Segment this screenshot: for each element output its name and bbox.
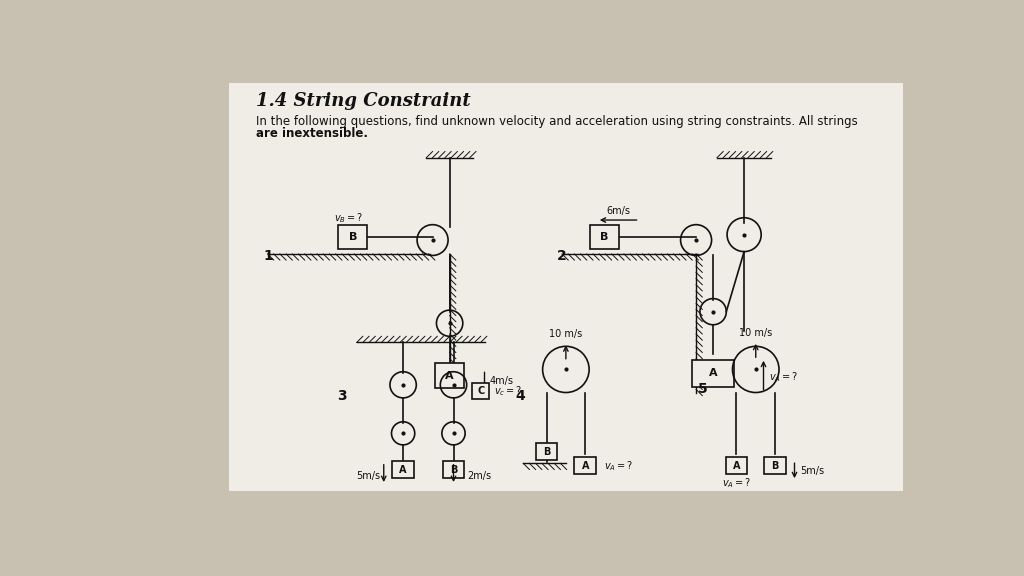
Text: 10 m/s: 10 m/s	[549, 329, 583, 339]
Bar	[692, 360, 734, 386]
Text: 1: 1	[263, 249, 273, 263]
Text: 2: 2	[557, 249, 567, 263]
Bar	[726, 457, 748, 474]
Bar	[442, 461, 464, 478]
Text: C: C	[477, 386, 484, 396]
Text: In the following questions, find unknown velocity and acceleration using string : In the following questions, find unknown…	[256, 115, 858, 127]
Text: $v_A=?$: $v_A=?$	[604, 458, 633, 472]
Text: $v_B=?$: $v_B=?$	[334, 211, 364, 225]
Text: $v_c=?$: $v_c=?$	[494, 384, 522, 398]
Bar	[338, 225, 368, 249]
Text: 6m/s: 6m/s	[606, 206, 631, 216]
Text: A: A	[445, 370, 454, 381]
Bar	[764, 457, 786, 474]
Text: A: A	[732, 461, 740, 471]
Text: are inextensible.: are inextensible.	[256, 127, 368, 140]
Text: 3: 3	[337, 389, 347, 403]
Bar	[228, 83, 903, 491]
Text: 1.4 String Constraint: 1.4 String Constraint	[256, 92, 471, 110]
Bar	[472, 382, 489, 399]
Bar	[590, 225, 620, 249]
Text: $v_A=?$: $v_A=?$	[722, 476, 751, 490]
Text: B: B	[543, 447, 550, 457]
Text: B: B	[450, 464, 457, 475]
Text: 5m/s: 5m/s	[355, 471, 380, 481]
Text: A: A	[582, 461, 589, 471]
Text: 10 m/s: 10 m/s	[739, 328, 772, 338]
Bar	[392, 461, 414, 478]
Text: 4m/s: 4m/s	[489, 376, 514, 386]
Text: A: A	[709, 368, 718, 378]
Bar	[574, 457, 596, 474]
Text: 5m/s: 5m/s	[800, 466, 824, 476]
Text: A: A	[399, 464, 407, 475]
Text: B: B	[348, 232, 357, 242]
Text: B: B	[771, 461, 779, 471]
Bar	[536, 444, 557, 460]
Text: 2m/s: 2m/s	[467, 471, 492, 481]
Text: B: B	[600, 232, 609, 242]
Text: $v_A=?$: $v_A=?$	[769, 370, 798, 384]
Bar	[435, 363, 464, 388]
Text: 4: 4	[515, 389, 525, 403]
Text: 5: 5	[697, 381, 708, 396]
